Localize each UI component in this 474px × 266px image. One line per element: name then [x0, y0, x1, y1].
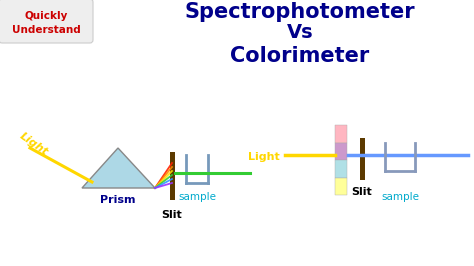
Text: Colorimeter: Colorimeter — [230, 46, 370, 66]
Text: Spectrophotometer: Spectrophotometer — [185, 2, 415, 22]
Bar — [335, 177, 347, 195]
Text: sample: sample — [381, 192, 419, 202]
Text: Light: Light — [18, 130, 50, 157]
Text: sample: sample — [178, 192, 216, 202]
Text: Quickly: Quickly — [24, 11, 68, 21]
Bar — [170, 152, 175, 200]
Bar — [360, 138, 365, 180]
Text: Light: Light — [248, 152, 280, 162]
Text: Vs: Vs — [287, 23, 313, 41]
Text: Prism: Prism — [100, 195, 136, 205]
Text: Slit: Slit — [352, 187, 373, 197]
FancyBboxPatch shape — [0, 0, 93, 43]
Bar — [335, 143, 347, 160]
Bar — [335, 160, 347, 177]
Text: Understand: Understand — [12, 25, 81, 35]
Bar — [335, 125, 347, 143]
Polygon shape — [82, 148, 155, 188]
Text: Slit: Slit — [162, 210, 182, 220]
